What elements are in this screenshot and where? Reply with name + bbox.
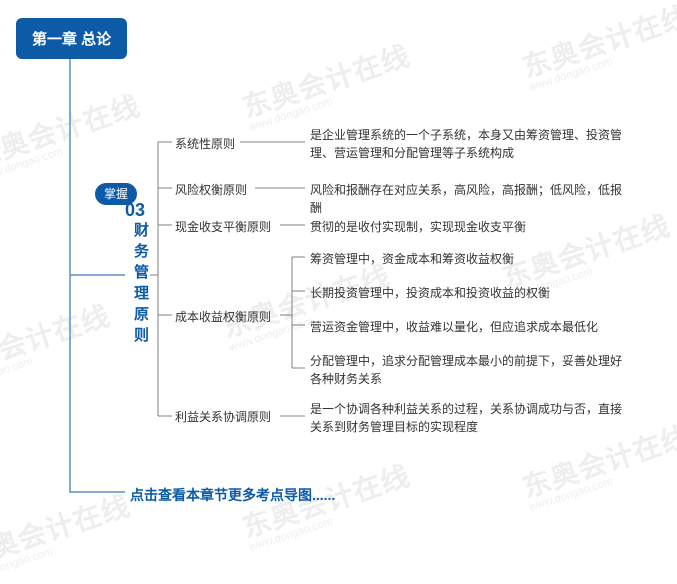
principle-5: 利益关系协调原则	[175, 408, 271, 425]
watermark: 东奥会计在线www.dongao.com	[0, 294, 117, 393]
principle-4: 成本收益权衡原则	[175, 308, 271, 325]
detail-3-1: 贯彻的是收付实现制，实现现金收支平衡	[310, 218, 526, 236]
principle-3: 现金收支平衡原则	[175, 218, 271, 235]
watermark: 东奥会计在线www.dongao.com	[0, 84, 147, 183]
chapter-badge: 第一章 总论	[16, 18, 127, 59]
more-link[interactable]: 点击查看本章节更多考点导图......	[130, 485, 335, 505]
principle-1: 系统性原则	[175, 135, 235, 152]
detail-5-1: 是一个协调各种利益关系的过程，关系协调成功与否，直接关系到财务管理目标的实现程度	[310, 400, 630, 436]
watermark: 东奥会计在线www.dongao.com	[517, 0, 677, 94]
detail-4-2: 长期投资管理中，投资成本和投资收益的权衡	[310, 284, 550, 302]
detail-1-1: 是企业管理系统的一个子系统，本身又由筹资管理、投资管理、营运管理和分配管理等子系…	[310, 126, 630, 162]
section-number: 03	[125, 200, 145, 221]
watermark: 东奥会计在线www.dongao.com	[237, 34, 417, 133]
detail-4-3: 营运资金管理中，收益难以量化，但应追求成本最低化	[310, 318, 598, 336]
watermark: 东奥会计在线www.dongao.com	[217, 254, 397, 353]
more-link-label: 点击查看本章节更多考点导图......	[130, 487, 335, 503]
detail-4-1: 筹资管理中，资金成本和筹资收益权衡	[310, 250, 514, 268]
detail-2-1: 风险和报酬存在对应关系，高风险，高报酬；低风险，低报酬	[310, 181, 630, 217]
section-title: 财务管理原则	[130, 222, 151, 348]
watermark: 东奥会计在线www.dongao.com	[0, 484, 137, 583]
principle-2: 风险权衡原则	[175, 181, 247, 198]
detail-4-4: 分配管理中，追求分配管理成本最小的前提下，妥善处理好各种财务关系	[310, 352, 630, 388]
chapter-label: 第一章 总论	[32, 31, 111, 48]
master-label: 掌握	[104, 187, 128, 201]
